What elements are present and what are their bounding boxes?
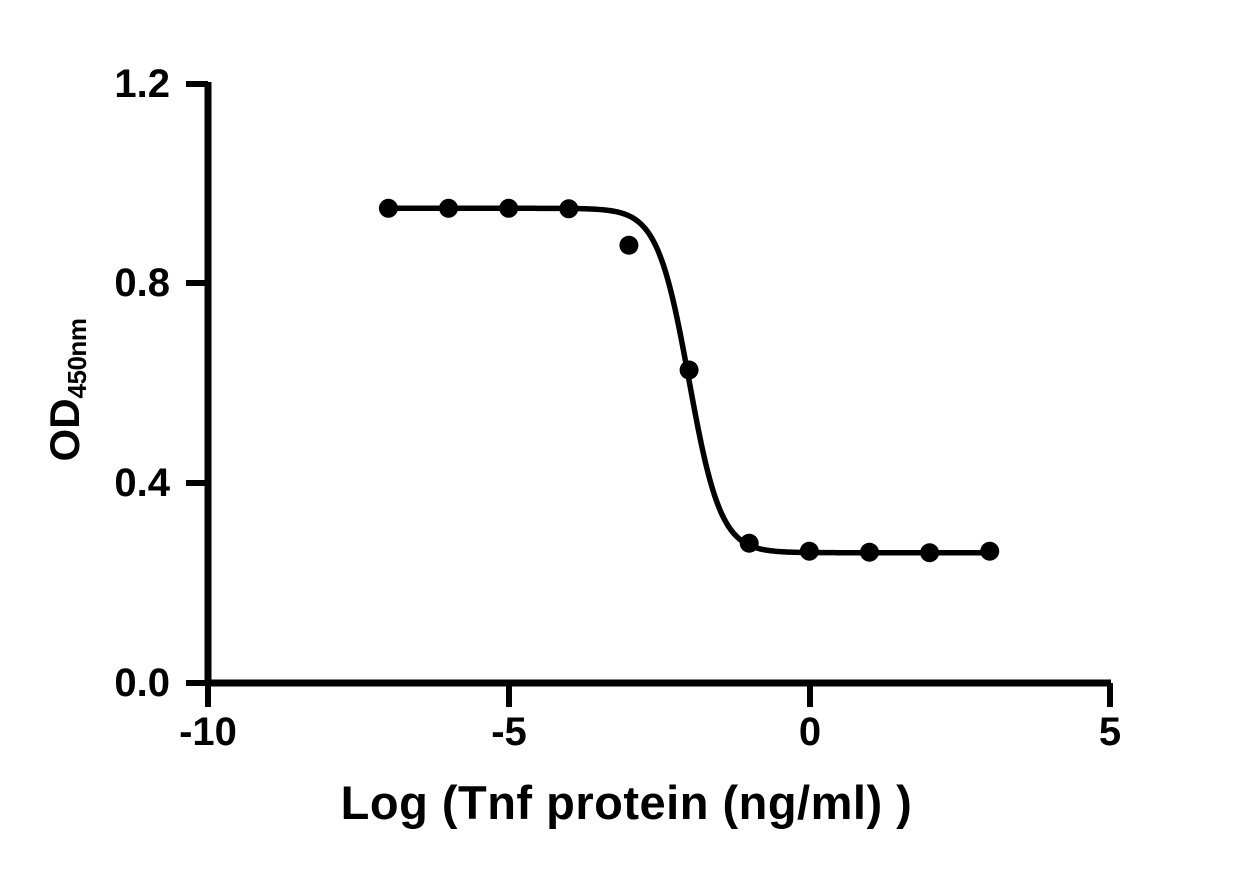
x-axis-ticks <box>205 683 1113 707</box>
y-axis-title-subscript: 450nm <box>62 318 92 399</box>
y-axis-title: OD450nm <box>30 290 100 490</box>
fit-curve <box>385 205 993 556</box>
y-axis-ticks <box>186 81 208 686</box>
x-tick-label-0: 0 <box>798 710 822 754</box>
y-axis-title-main: OD <box>41 398 88 462</box>
x-tick-label-5: 5 <box>1098 710 1122 754</box>
data-point <box>439 198 459 218</box>
data-point <box>920 543 940 563</box>
data-point <box>980 541 1000 561</box>
x-tick-label--5: -5 <box>491 710 527 754</box>
x-tick-label--10: -10 <box>179 710 237 754</box>
data-point <box>679 360 699 380</box>
data-point <box>739 533 759 553</box>
data-point <box>378 198 398 218</box>
data-point <box>799 541 819 561</box>
y-tick-label-0.0: 0.0 <box>114 661 170 705</box>
data-point <box>499 198 519 218</box>
y-tick-label-0.8: 0.8 <box>114 261 170 305</box>
data-point <box>859 542 879 562</box>
data-point <box>619 235 639 255</box>
y-tick-label-1.2: 1.2 <box>114 62 170 106</box>
x-axis-title: Log (Tnf protein (ng/ml) ) <box>340 776 913 829</box>
y-tick-label-0.4: 0.4 <box>114 461 170 505</box>
data-point-markers <box>378 198 1000 563</box>
data-point <box>559 199 579 219</box>
